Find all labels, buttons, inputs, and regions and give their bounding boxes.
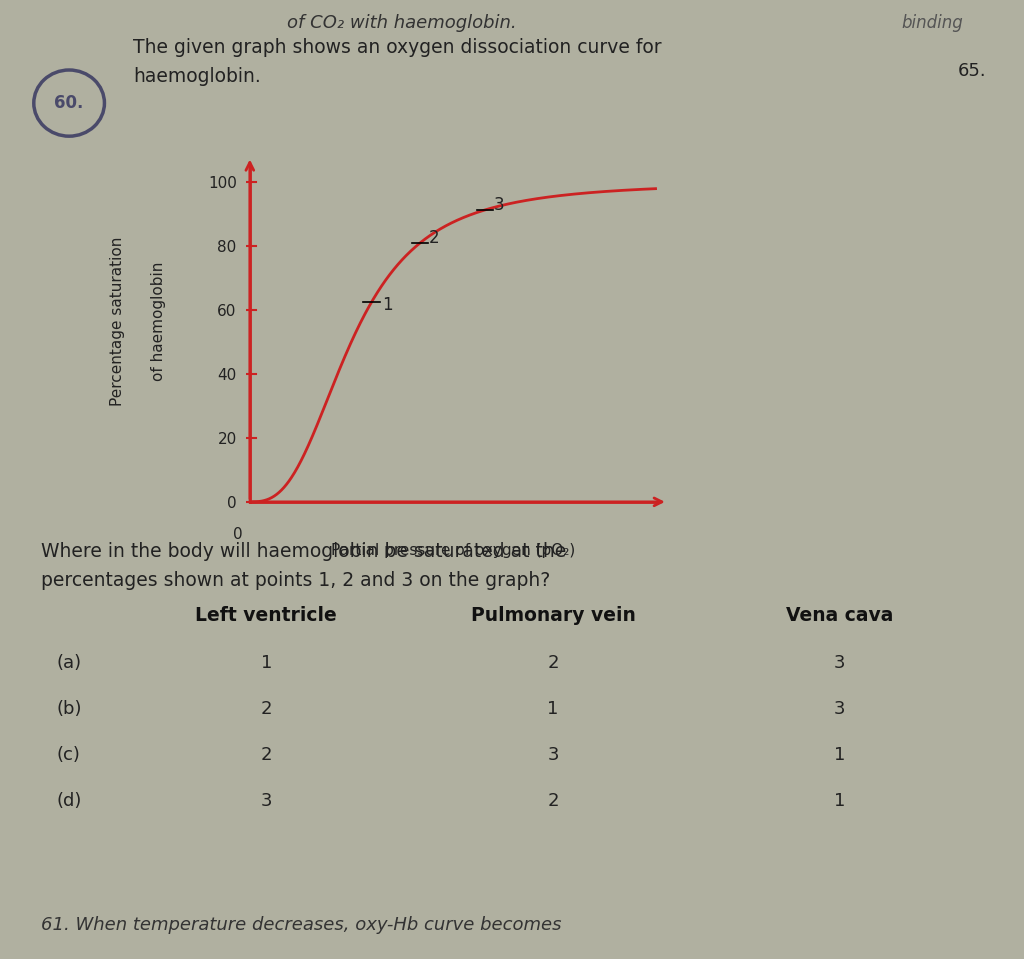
Text: 1: 1 <box>834 746 846 764</box>
Text: (a): (a) <box>56 654 82 672</box>
Text: 1: 1 <box>382 296 392 315</box>
Text: (c): (c) <box>56 746 80 764</box>
Text: 65.: 65. <box>957 62 986 81</box>
Text: Vena cava: Vena cava <box>786 606 893 625</box>
Text: 1: 1 <box>260 654 272 672</box>
Text: 2: 2 <box>547 654 559 672</box>
Text: percentages shown at points 1, 2 and 3 on the graph?: percentages shown at points 1, 2 and 3 o… <box>41 571 550 590</box>
Text: The given graph shows an oxygen dissociation curve for: The given graph shows an oxygen dissocia… <box>133 38 662 58</box>
Text: Pulmonary vein: Pulmonary vein <box>470 606 636 625</box>
Text: of CO₂ with haemoglobin.: of CO₂ with haemoglobin. <box>287 14 516 33</box>
Text: 3: 3 <box>494 196 504 214</box>
Text: 1: 1 <box>834 792 846 810</box>
Text: binding: binding <box>901 14 963 33</box>
Text: 1: 1 <box>547 700 559 718</box>
Text: 2: 2 <box>260 700 272 718</box>
Text: 3: 3 <box>547 746 559 764</box>
Text: 2: 2 <box>547 792 559 810</box>
Text: 3: 3 <box>260 792 272 810</box>
Text: (b): (b) <box>56 700 82 718</box>
Text: 3: 3 <box>834 654 846 672</box>
Text: Percentage saturation: Percentage saturation <box>111 237 125 406</box>
Text: 61. When temperature decreases, oxy-Hb curve becomes: 61. When temperature decreases, oxy-Hb c… <box>41 916 561 934</box>
Text: Left ventricle: Left ventricle <box>196 606 337 625</box>
Text: 0: 0 <box>232 527 243 543</box>
Text: Partial pressure of oxygen (pO₂): Partial pressure of oxygen (pO₂) <box>331 544 574 558</box>
Text: of haemoglobin: of haemoglobin <box>152 262 166 381</box>
Text: haemoglobin.: haemoglobin. <box>133 67 261 86</box>
Text: (d): (d) <box>56 792 82 810</box>
Text: 60.: 60. <box>54 94 84 112</box>
Text: 2: 2 <box>260 746 272 764</box>
Text: Where in the body will haemoglobin be saturated at the: Where in the body will haemoglobin be sa… <box>41 542 566 561</box>
Text: 3: 3 <box>834 700 846 718</box>
Text: 2: 2 <box>428 229 439 247</box>
